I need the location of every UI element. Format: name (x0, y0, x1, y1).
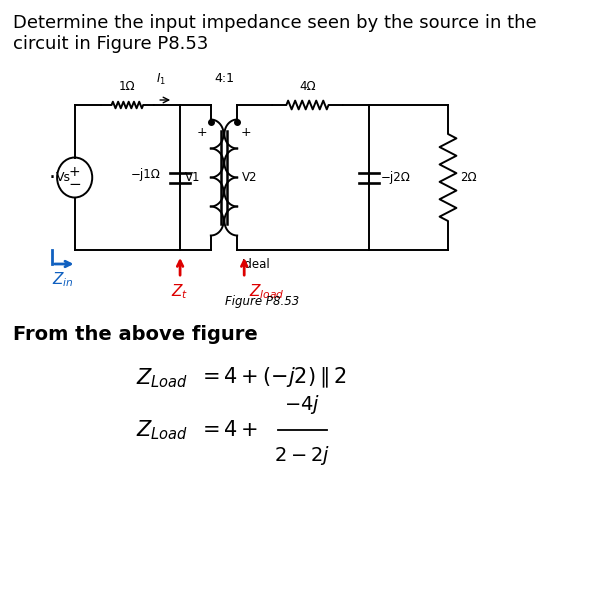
Text: +: + (196, 127, 207, 140)
Text: $Z_{load}$: $Z_{load}$ (248, 282, 284, 301)
Text: 4Ω: 4Ω (299, 80, 316, 93)
Text: $I_1$: $I_1$ (156, 72, 166, 87)
Text: −: − (68, 177, 81, 192)
Text: $Z_t$: $Z_t$ (171, 282, 189, 301)
Text: 2Ω: 2Ω (460, 171, 477, 184)
Text: −j1Ω: −j1Ω (131, 168, 161, 181)
Text: Vs: Vs (56, 171, 71, 184)
Text: Determine the input impedance seen by the source in the: Determine the input impedance seen by th… (13, 14, 537, 32)
Text: $2-2j$: $2-2j$ (274, 444, 330, 467)
Text: +: + (241, 127, 251, 140)
Text: From the above figure: From the above figure (13, 325, 258, 344)
Text: 1Ω: 1Ω (119, 80, 136, 93)
Text: V1: V1 (185, 171, 200, 184)
Text: $Z_{Load}$: $Z_{Load}$ (136, 366, 188, 390)
Text: $= 4 +$: $= 4 +$ (198, 420, 258, 440)
Text: Figure P8.53: Figure P8.53 (224, 295, 299, 308)
Text: 4:1: 4:1 (214, 72, 234, 85)
Text: ·: · (48, 167, 56, 187)
Text: Ideal: Ideal (242, 258, 270, 271)
Text: −j2Ω: −j2Ω (381, 171, 411, 184)
Text: +: + (69, 164, 81, 178)
Text: $= 4 + (-j2)\parallel 2$: $= 4 + (-j2)\parallel 2$ (198, 366, 347, 390)
Text: circuit in Figure P8.53: circuit in Figure P8.53 (13, 35, 208, 53)
Text: $Z_{in}$: $Z_{in}$ (52, 270, 73, 289)
Text: $-4j$: $-4j$ (284, 393, 320, 416)
Text: $Z_{Load}$: $Z_{Load}$ (136, 418, 188, 442)
Text: V2: V2 (242, 171, 257, 184)
